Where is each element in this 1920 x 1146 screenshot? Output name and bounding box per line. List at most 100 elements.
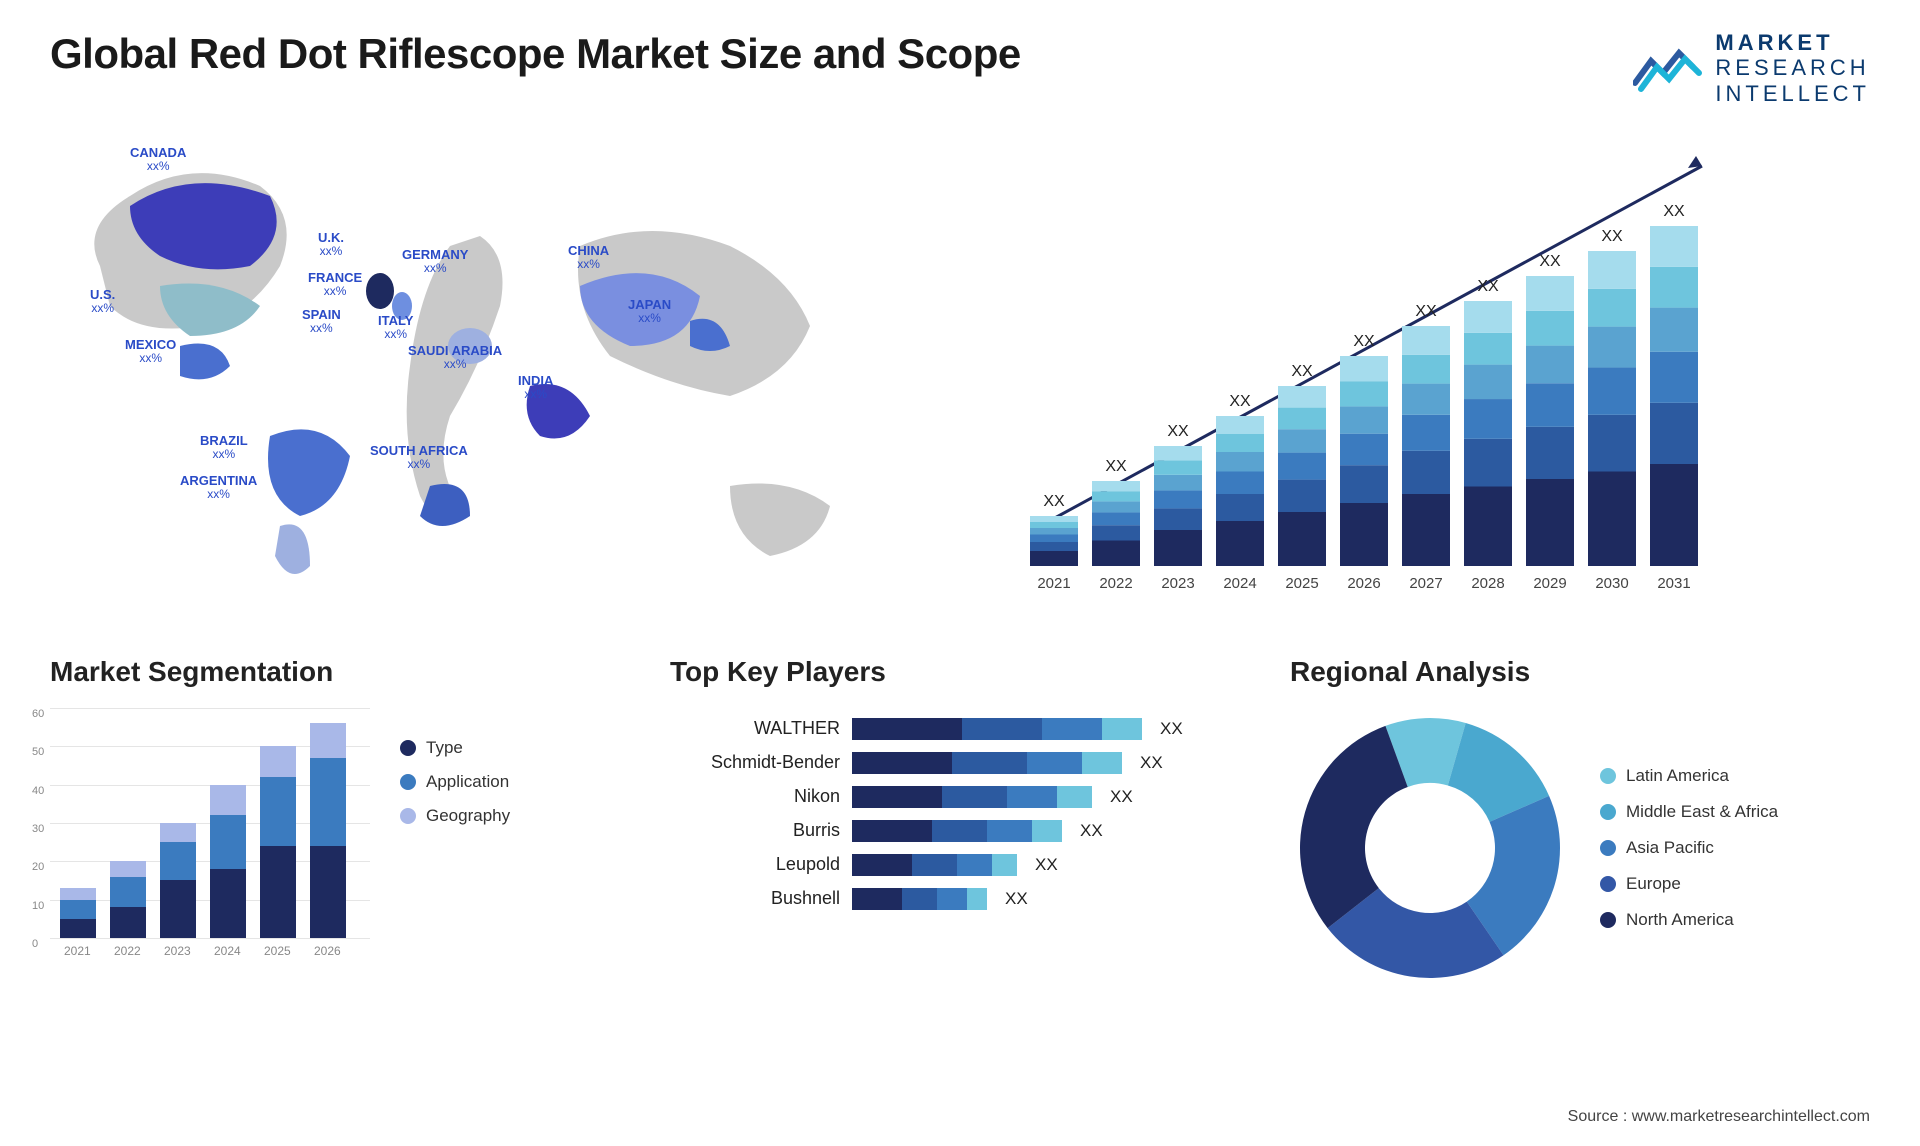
legend-label: Europe: [1626, 874, 1681, 894]
legend-label: Geography: [426, 806, 510, 826]
region-legend-item: Asia Pacific: [1600, 838, 1778, 858]
map-label: BRAZILxx%: [200, 434, 248, 461]
growth-bar-segment: [1650, 352, 1698, 403]
growth-x-label: 2030: [1595, 575, 1628, 592]
world-map-panel: CANADAxx%U.S.xx%MEXICOxx%BRAZILxx%ARGENT…: [50, 136, 950, 606]
map-label: CANADAxx%: [130, 146, 186, 173]
growth-bar-segment: [1154, 460, 1202, 474]
brand-logo: MARKET RESEARCH INTELLECT: [1633, 30, 1870, 106]
legend-label: Type: [426, 738, 463, 758]
seg-bar-group: [110, 861, 146, 938]
growth-bar-value: XX: [1663, 203, 1685, 220]
growth-bar-segment: [1092, 501, 1140, 512]
player-value: XX: [1035, 855, 1058, 875]
growth-bar-value: XX: [1167, 423, 1189, 440]
growth-bar-segment: [1464, 486, 1512, 566]
logo-line3: INTELLECT: [1715, 81, 1870, 106]
seg-x-label: 2025: [264, 944, 291, 958]
growth-x-label: 2027: [1409, 575, 1442, 592]
legend-dot-icon: [1600, 912, 1616, 928]
map-label: ARGENTINAxx%: [180, 474, 257, 501]
legend-dot-icon: [1600, 876, 1616, 892]
growth-bar-segment: [1650, 267, 1698, 308]
region-legend-item: Latin America: [1600, 766, 1778, 786]
growth-bar-value: XX: [1043, 493, 1065, 510]
growth-x-label: 2023: [1161, 575, 1194, 592]
growth-bar-segment: [1588, 415, 1636, 472]
player-value: XX: [1140, 753, 1163, 773]
growth-bar-segment: [1278, 479, 1326, 511]
seg-y-tick: 20: [32, 861, 44, 873]
growth-bar-segment: [1588, 471, 1636, 566]
growth-bar-segment: [1092, 540, 1140, 566]
growth-bar-segment: [1464, 301, 1512, 333]
growth-bar-segment: [1464, 364, 1512, 398]
map-label: FRANCExx%: [308, 271, 362, 298]
player-name: Leupold: [670, 854, 840, 875]
logo-line1: MARKET: [1715, 30, 1870, 55]
region-legend-item: Europe: [1600, 874, 1778, 894]
growth-bar-segment: [1092, 512, 1140, 525]
growth-bar-segment: [1154, 446, 1202, 460]
seg-x-label: 2022: [114, 944, 141, 958]
growth-bar-segment: [1650, 464, 1698, 566]
growth-bar-segment: [1216, 521, 1264, 566]
player-bar: [852, 888, 987, 910]
growth-bar-segment: [1340, 356, 1388, 381]
growth-bar-segment: [1588, 289, 1636, 327]
player-name: Bushnell: [670, 888, 840, 909]
player-value: XX: [1080, 821, 1103, 841]
legend-label: Latin America: [1626, 766, 1729, 786]
growth-bar-segment: [1650, 307, 1698, 351]
growth-bar-segment: [1464, 439, 1512, 487]
regional-panel: Regional Analysis Latin AmericaMiddle Ea…: [1290, 656, 1870, 988]
growth-bar-value: XX: [1229, 393, 1251, 410]
legend-dot-icon: [400, 808, 416, 824]
growth-chart-panel: XX2021XX2022XX2023XX2024XX2025XX2026XX20…: [990, 136, 1870, 606]
player-row: Burris XX: [670, 820, 1250, 842]
growth-bar-segment: [1340, 434, 1388, 466]
segmentation-legend: Type Application Geography: [400, 708, 510, 938]
player-bar: [852, 786, 1092, 808]
player-name: WALTHER: [670, 718, 840, 739]
legend-dot-icon: [1600, 768, 1616, 784]
legend-dot-icon: [400, 740, 416, 756]
growth-chart-svg: XX2021XX2022XX2023XX2024XX2025XX2026XX20…: [990, 136, 1770, 606]
seg-x-label: 2024: [214, 944, 241, 958]
legend-dot-icon: [1600, 804, 1616, 820]
player-bar: [852, 718, 1142, 740]
growth-bar-segment: [1402, 494, 1450, 566]
player-name: Burris: [670, 820, 840, 841]
logo-icon: [1633, 43, 1703, 93]
growth-bar-segment: [1278, 452, 1326, 479]
players-panel: Top Key Players WALTHERXXSchmidt-BenderX…: [670, 656, 1250, 988]
player-bar: [852, 752, 1122, 774]
legend-label: Application: [426, 772, 509, 792]
map-label: INDIAxx%: [518, 374, 553, 401]
growth-bar-segment: [1216, 494, 1264, 521]
growth-bar-segment: [1154, 490, 1202, 508]
growth-bar-segment: [1278, 512, 1326, 566]
seg-x-label: 2021: [64, 944, 91, 958]
segmentation-title: Market Segmentation: [50, 656, 630, 688]
growth-bar-segment: [1526, 383, 1574, 427]
growth-x-label: 2022: [1099, 575, 1132, 592]
seg-y-tick: 30: [32, 823, 44, 835]
players-list: WALTHERXXSchmidt-BenderXXNikonXXBurrisXX…: [670, 708, 1250, 910]
map-label: SOUTH AFRICAxx%: [370, 444, 468, 471]
legend-label: Asia Pacific: [1626, 838, 1714, 858]
player-value: XX: [1160, 719, 1183, 739]
growth-bar-segment: [1216, 471, 1264, 494]
source-text: Source : www.marketresearchintellect.com: [1568, 1108, 1870, 1126]
growth-bar-segment: [1340, 503, 1388, 566]
regional-title: Regional Analysis: [1290, 656, 1870, 688]
growth-bar-segment: [1340, 406, 1388, 433]
seg-legend-item: Geography: [400, 806, 510, 826]
seg-y-tick: 10: [32, 900, 44, 912]
seg-bar-group: [210, 785, 246, 938]
donut-svg: [1290, 708, 1570, 988]
player-name: Schmidt-Bender: [670, 752, 840, 773]
growth-bar-segment: [1154, 475, 1202, 491]
logo-line2: RESEARCH: [1715, 55, 1870, 80]
growth-x-label: 2029: [1533, 575, 1566, 592]
